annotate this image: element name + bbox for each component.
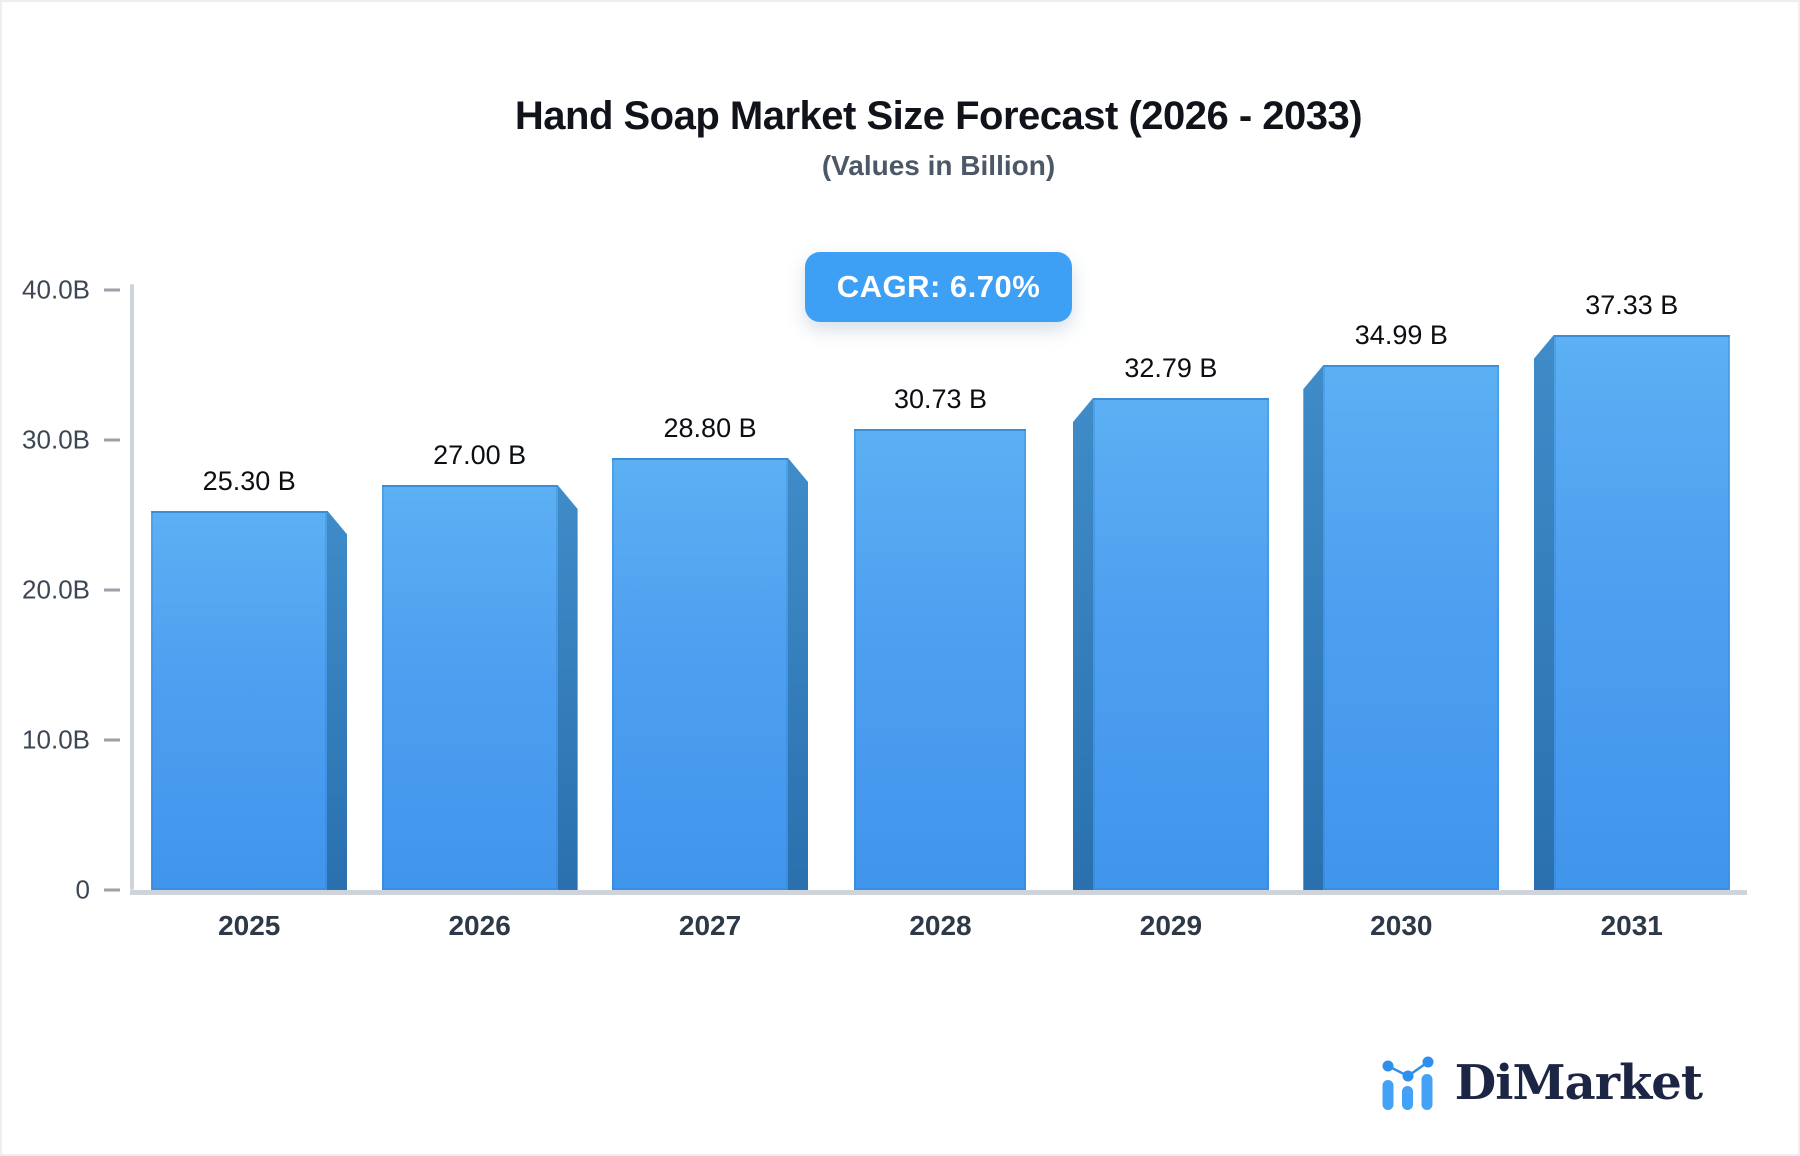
x-tick-label: 2028 xyxy=(909,910,972,941)
bar-column-2030: 34.99 B xyxy=(1286,290,1516,890)
dimarket-logo: DiMarket xyxy=(1381,1052,1703,1114)
x-tick-label: 2030 xyxy=(1370,910,1433,941)
cagr-badge: CAGR: 6.70% xyxy=(804,252,1073,322)
dimarket-logo-text: DiMarket xyxy=(1454,1055,1703,1111)
bar-2026 xyxy=(382,485,578,890)
y-tick-label: 30.0B xyxy=(22,424,90,455)
y-axis-line xyxy=(130,284,134,890)
x-tick-label: 2026 xyxy=(448,910,511,941)
dimarket-bar-chart-logo-icon xyxy=(1382,1056,1434,1110)
bar-value-label: 30.73 B xyxy=(893,384,988,415)
cagr-badge-row: CAGR: 6.70% xyxy=(130,252,1747,322)
bar-face xyxy=(854,429,1027,890)
bar-face xyxy=(1092,398,1269,890)
x-axis-line xyxy=(130,890,1747,895)
x-tick-label: 2031 xyxy=(1600,910,1663,941)
bar-2027 xyxy=(612,458,808,890)
bar-column-2029: 32.79 B xyxy=(1056,290,1286,890)
bar-2031 xyxy=(1533,335,1730,890)
chart-header: Hand Soap Market Size Forecast (2026 - 2… xyxy=(130,94,1747,182)
y-tick-label: 0 xyxy=(75,874,90,905)
bar-column-2027: 28.80 B xyxy=(595,290,825,890)
bar-face xyxy=(1323,365,1500,890)
y-tick-label: 10.0B xyxy=(22,724,90,755)
bar-value-label: 25.30 B xyxy=(202,465,296,496)
bar-2030 xyxy=(1303,365,1500,890)
y-tick-dash xyxy=(104,888,120,892)
chart-title: Hand Soap Market Size Forecast (2026 - 2… xyxy=(514,94,1363,138)
bar-2025 xyxy=(151,511,347,891)
bar-face xyxy=(1553,335,1730,890)
chart-subtitle: (Values in Billion) xyxy=(821,150,1056,181)
x-tick-label: 2027 xyxy=(678,910,742,941)
plot-columns: 25.30 B 27.00 B 28.80 B 30.73 B 32.79 B 34.99… xyxy=(134,290,1747,890)
bar-2028 xyxy=(854,429,1027,890)
bar-column-2028: 30.73 B xyxy=(825,290,1055,890)
bar-face xyxy=(612,458,788,890)
bar-column-2031: 37.33 B xyxy=(1517,290,1747,890)
bar-value-label: 34.99 B xyxy=(1354,320,1448,351)
bar-column-2026: 27.00 B xyxy=(364,290,594,890)
x-axis-labels: 2025 2026 2027 2028 2029 2030 2031 xyxy=(134,910,1747,942)
x-tick-label: 2025 xyxy=(218,910,281,941)
bar-value-label: 32.79 B xyxy=(1124,353,1218,384)
y-tick-dash xyxy=(104,438,120,442)
bar-column-2025: 25.30 B xyxy=(134,290,364,890)
y-tick-label: 20.0B xyxy=(22,574,90,605)
bar-chart-plot: 25.30 B 27.00 B 28.80 B 30.73 B 32.79 B 34.99… xyxy=(22,275,1747,941)
bar-face xyxy=(382,485,558,890)
y-tick-dash xyxy=(104,588,120,592)
bar-value-label: 28.80 B xyxy=(663,413,757,443)
bar-face xyxy=(151,511,327,891)
y-tick-dash xyxy=(104,738,120,742)
bar-value-label: 27.00 B xyxy=(433,440,527,470)
y-tick-dash xyxy=(104,288,120,292)
y-tick-label: 40.0B xyxy=(22,274,90,305)
x-tick-label: 2029 xyxy=(1139,910,1203,941)
bar-2029 xyxy=(1072,398,1269,890)
bar-value-label: 37.33 B xyxy=(1585,290,1679,320)
